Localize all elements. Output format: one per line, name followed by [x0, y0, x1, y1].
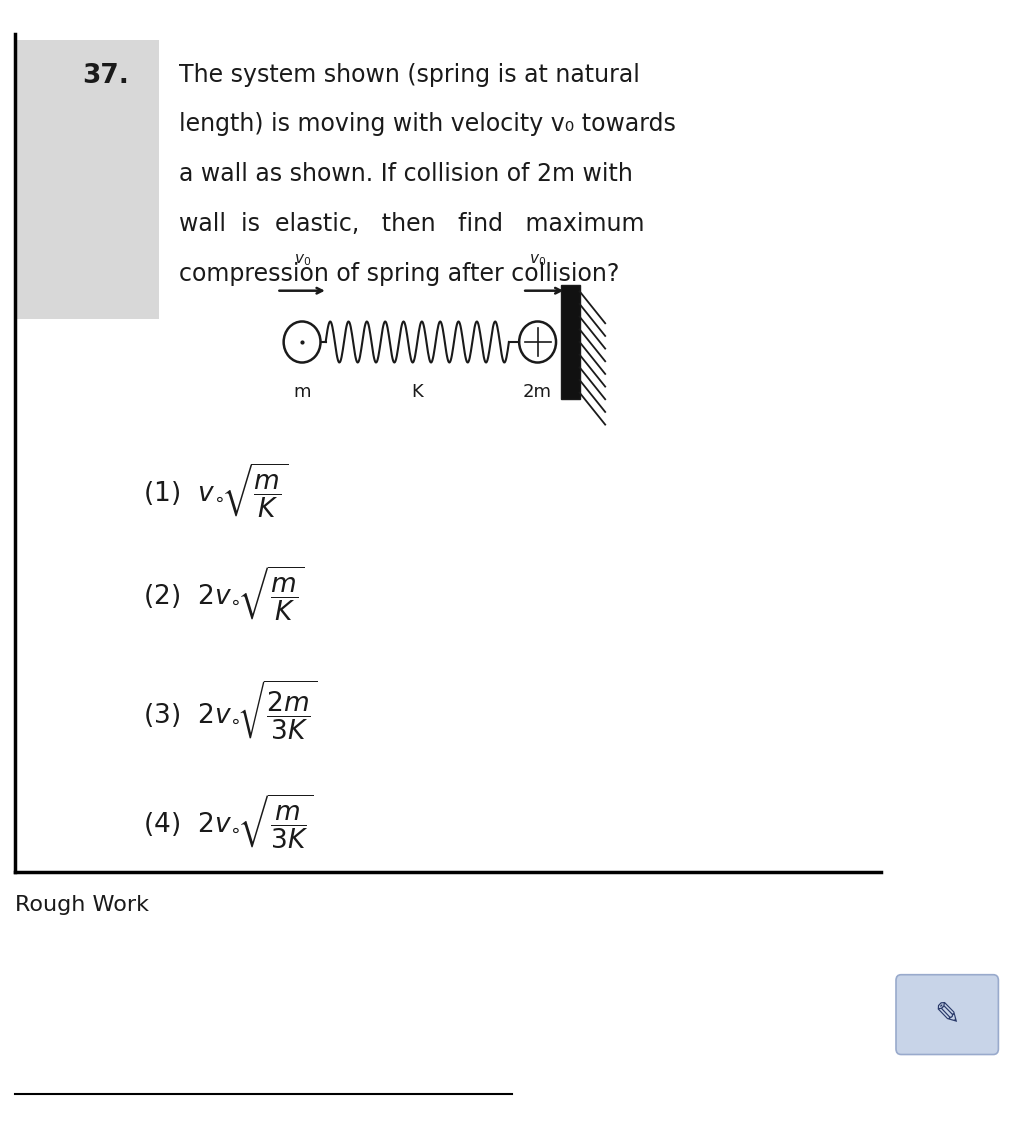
Text: 37.: 37. — [82, 63, 129, 89]
Text: compression of spring after collision?: compression of spring after collision? — [179, 262, 620, 286]
Text: $(1)\ \ v_{\circ}\!\sqrt{\dfrac{m}{K}}$: $(1)\ \ v_{\circ}\!\sqrt{\dfrac{m}{K}}$ — [143, 462, 289, 521]
FancyBboxPatch shape — [896, 975, 998, 1054]
Text: Rough Work: Rough Work — [15, 895, 150, 915]
Text: a wall as shown. If collision of 2m with: a wall as shown. If collision of 2m with — [179, 162, 633, 186]
Text: $(4)\ \ 2v_{\circ}\!\sqrt{\dfrac{m}{3K}}$: $(4)\ \ 2v_{\circ}\!\sqrt{\dfrac{m}{3K}}… — [143, 792, 313, 852]
Text: wall  is  elastic,   then   find   maximum: wall is elastic, then find maximum — [179, 212, 645, 236]
Text: $(3)\ \ 2v_{\circ}\!\sqrt{\dfrac{2m}{3K}}$: $(3)\ \ 2v_{\circ}\!\sqrt{\dfrac{2m}{3K}… — [143, 678, 317, 742]
Text: $(2)\ \ 2v_{\circ}\!\sqrt{\dfrac{m}{K}}$: $(2)\ \ 2v_{\circ}\!\sqrt{\dfrac{m}{K}}$ — [143, 564, 305, 624]
Text: ✎: ✎ — [935, 1000, 959, 1029]
Text: K: K — [412, 383, 423, 401]
Text: m: m — [293, 383, 311, 401]
FancyBboxPatch shape — [15, 40, 159, 319]
Text: $v_0$: $v_0$ — [294, 252, 310, 268]
Bar — [561, 285, 580, 399]
Text: $v_0$: $v_0$ — [529, 252, 546, 268]
Text: length) is moving with velocity v₀ towards: length) is moving with velocity v₀ towar… — [179, 112, 676, 136]
Text: The system shown (spring is at natural: The system shown (spring is at natural — [179, 63, 640, 87]
Text: 2m: 2m — [523, 383, 552, 401]
